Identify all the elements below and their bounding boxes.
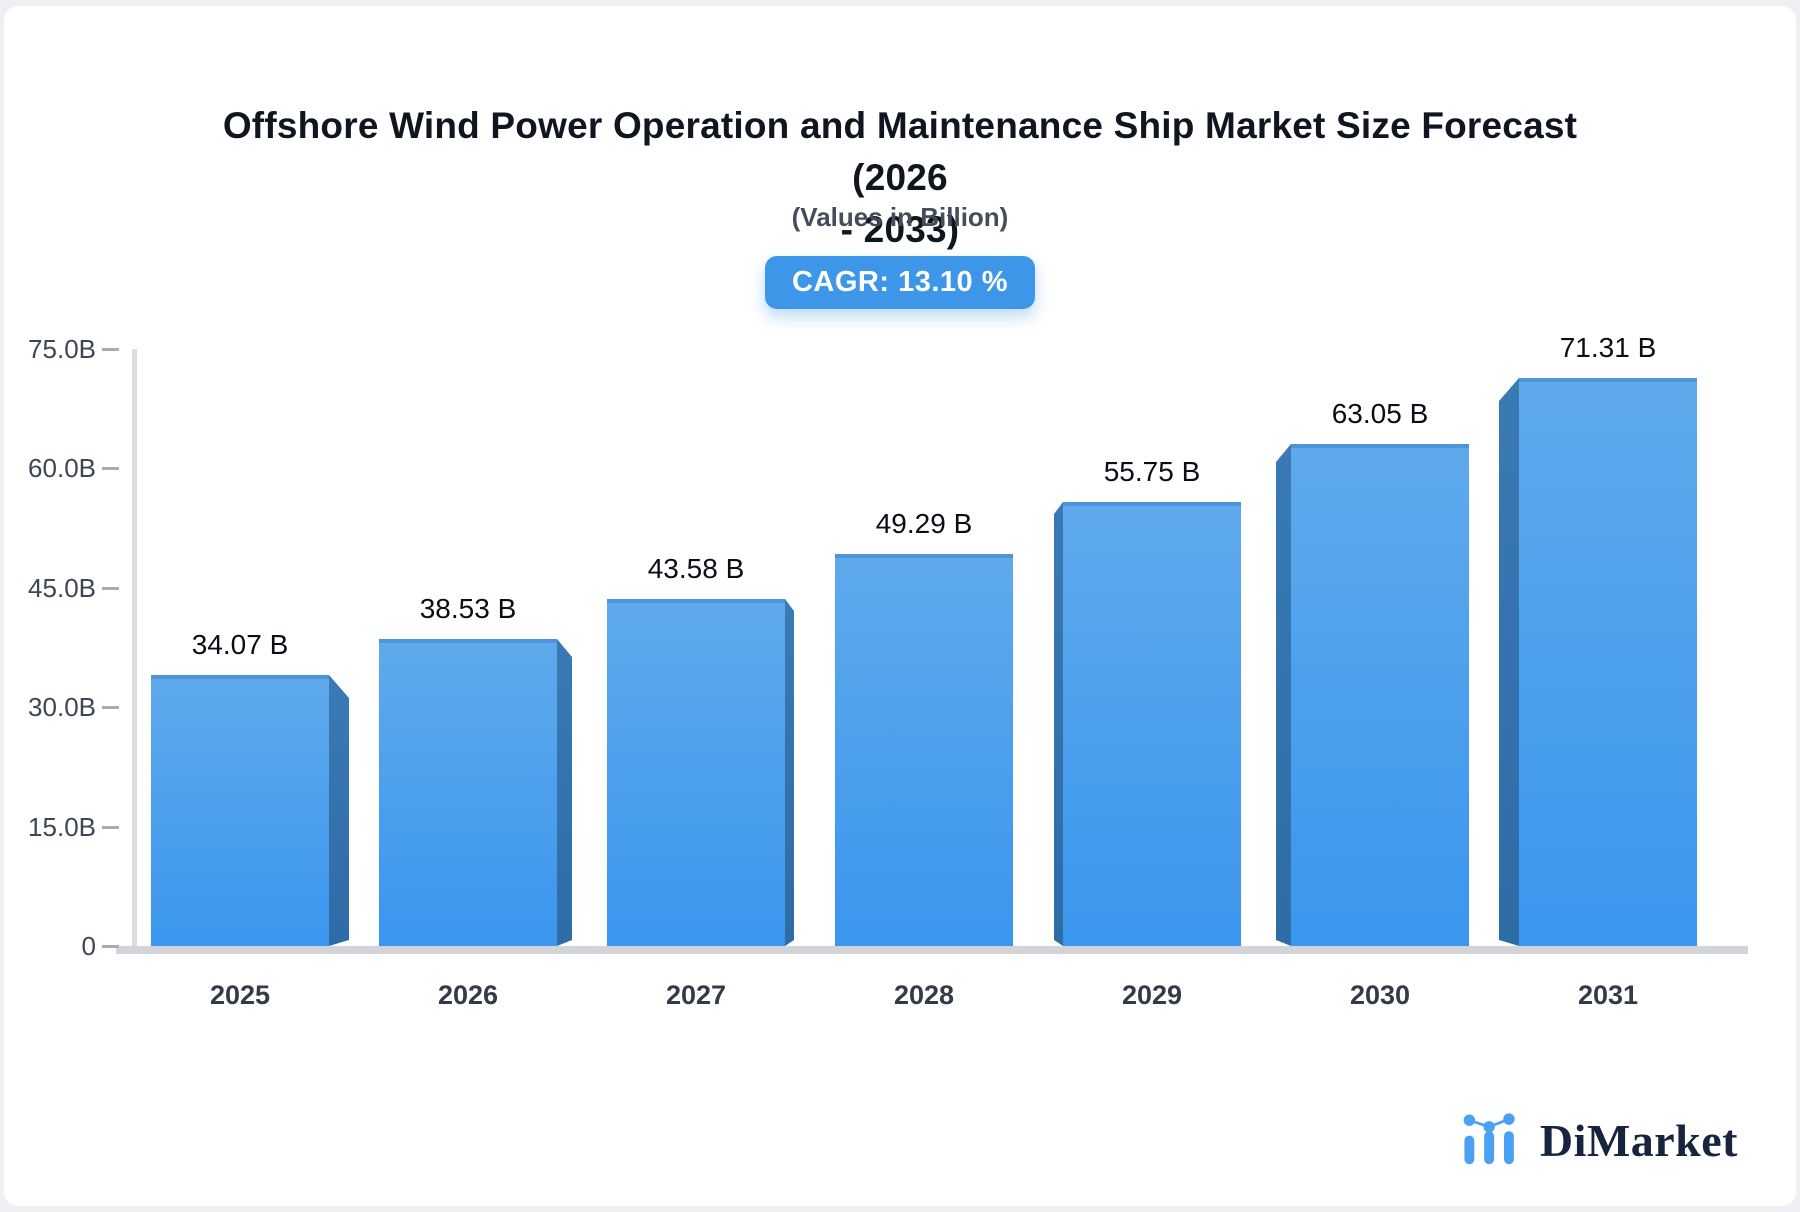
logo-text: DiMarket — [1539, 1114, 1738, 1166]
bar-line-chart-icon — [1463, 1113, 1515, 1165]
bar-chart: 0 15.0B 30.0B 45.0B 60.0B 75.0B 34.07 B 2025 38.… — [4, 6, 1796, 1206]
y-tick-label: 75.0B — [28, 334, 96, 364]
dimarket-logo: DiMarket — [1460, 1112, 1738, 1168]
bar-3d-side — [1499, 378, 1519, 946]
bar-value-label: 63.05 B — [1331, 398, 1429, 429]
y-tick-label: 60.0B — [28, 453, 96, 484]
bar-value-label: 43.58 B — [647, 553, 745, 584]
y-tick-mark — [102, 348, 119, 351]
cagr-badge: CAGR: 13.10 % — [764, 256, 1035, 309]
y-axis-line — [132, 349, 137, 954]
y-tick-mark — [102, 467, 119, 471]
y-tick-label: 30.0B — [28, 692, 96, 723]
x-axis-label-2029: 2029 — [1121, 980, 1183, 1010]
chart-subtitle: (Values in Billion) — [791, 202, 1009, 232]
page-title: Offshore Wind Power Operation and Mainte… — [170, 100, 1630, 255]
bar-value-label: 71.31 B — [1559, 332, 1657, 363]
bar-value-label: 55.75 B — [1103, 456, 1201, 487]
y-tick-label: 0 — [81, 931, 96, 961]
x-axis-label-2030: 2030 — [1349, 980, 1411, 1010]
bar-3d-side — [329, 675, 349, 946]
bar-2027 — [607, 599, 785, 946]
bar-2031 — [1519, 378, 1697, 946]
y-tick-label: 45.0B — [28, 572, 96, 603]
bar-3d-side — [1276, 444, 1291, 946]
bar-3d-side — [785, 599, 794, 946]
bar-2025 — [151, 675, 329, 946]
bar-3d-side — [1054, 502, 1063, 946]
x-axis-label-2028: 2028 — [893, 980, 955, 1010]
x-axis-baseline — [116, 946, 1748, 954]
bar-2026 — [379, 639, 557, 946]
page-title-line1: Offshore Wind Power Operation and Mainte… — [222, 105, 1578, 198]
x-axis-label-2025: 2025 — [209, 980, 271, 1010]
y-tick-mark — [102, 586, 119, 590]
bar-3d-side — [557, 639, 572, 946]
bar-2028 — [835, 554, 1013, 946]
x-axis-label-2031: 2031 — [1577, 980, 1639, 1010]
y-tick-label: 15.0B — [28, 811, 96, 842]
cagr-badge-wrap: CAGR: 13.10 % — [4, 256, 1796, 309]
y-tick-mark — [102, 945, 119, 948]
bar-2029 — [1063, 502, 1241, 946]
bar-value-label: 38.53 B — [419, 593, 517, 624]
y-tick-mark — [102, 825, 119, 829]
y-tick-mark — [102, 706, 119, 710]
bar-value-label: 34.07 B — [191, 629, 289, 660]
chart-card: Offshore Wind Power Operation and Mainte… — [4, 6, 1796, 1206]
x-axis-label-2027: 2027 — [665, 980, 727, 1010]
x-axis-label-2026: 2026 — [437, 980, 499, 1010]
page-title-line2: - 2033) — [840, 208, 960, 250]
bar-value-label: 49.29 B — [875, 508, 973, 539]
bar-2030 — [1291, 444, 1469, 946]
